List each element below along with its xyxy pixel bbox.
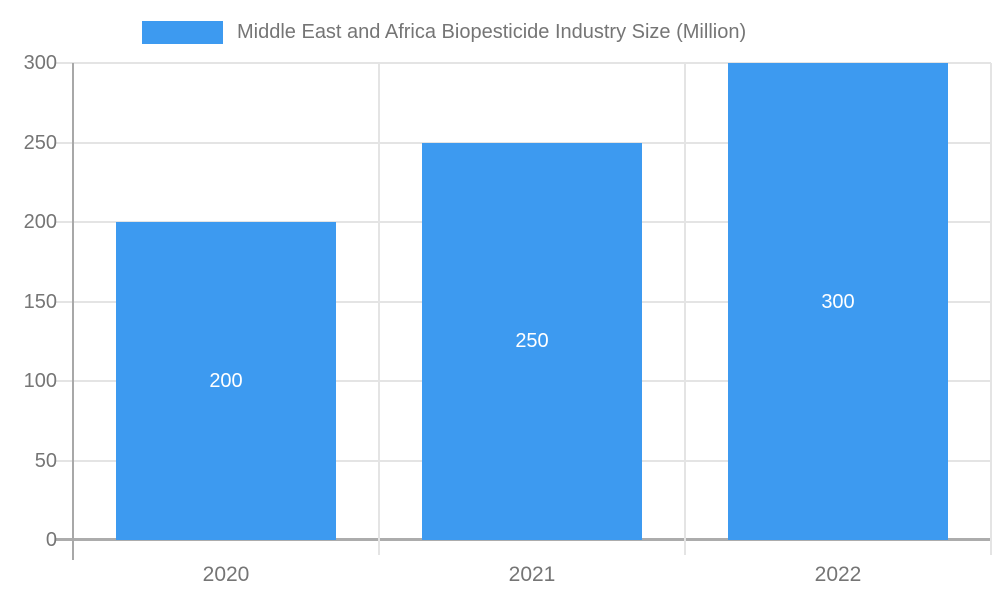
x-axis-label-2021: 2021 [508, 563, 556, 586]
y-axis-label-0: 0 [45, 529, 57, 551]
plot-area: 200 250 300 [55, 62, 992, 560]
y-axis-label-150: 150 [23, 290, 57, 313]
y-axis-label-250: 250 [23, 131, 57, 154]
bar-2020[interactable] [116, 222, 336, 540]
bar-2021[interactable] [422, 142, 642, 540]
bar-value-label: 250 [515, 330, 549, 353]
y-axis-label-50: 50 [34, 449, 57, 472]
bar-2022[interactable] [728, 63, 948, 540]
y-axis-label-300: 300 [23, 52, 57, 74]
x-axis-label-2022: 2022 [814, 563, 862, 586]
legend-label: Middle East and Africa Biopesticide Indu… [237, 21, 747, 43]
gridline-x-2 [684, 63, 686, 555]
gridline-y-300 [55, 62, 991, 64]
y-axis-line [72, 63, 74, 560]
legend-swatch [142, 21, 223, 44]
y-axis-label-200: 200 [23, 211, 57, 233]
gridline-x-3 [990, 63, 992, 555]
y-axis-label-100: 100 [23, 370, 57, 392]
x-axis-label-2020: 2020 [202, 563, 250, 586]
chart-legend: Middle East and Africa Biopesticide Indu… [142, 19, 746, 46]
gridline-x-1 [378, 63, 380, 555]
bar-value-label: 300 [821, 290, 855, 313]
bar-value-label: 200 [209, 370, 243, 392]
